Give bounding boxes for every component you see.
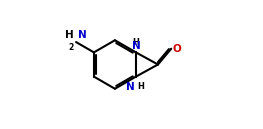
Text: H: H [137,82,144,91]
Text: 2: 2 [69,43,74,52]
Text: N: N [126,82,135,92]
Text: N: N [132,41,140,51]
Text: O: O [173,44,181,54]
Text: N: N [78,30,86,40]
Text: H: H [133,38,139,47]
Text: H: H [65,30,74,40]
